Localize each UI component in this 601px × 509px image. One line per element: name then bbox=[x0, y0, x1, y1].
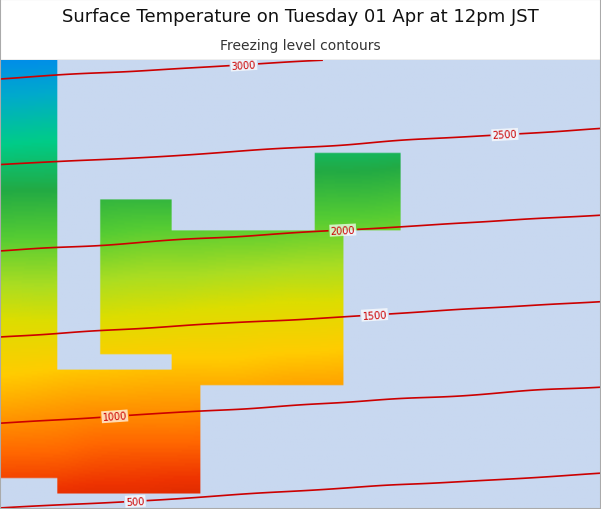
Text: Surface Temperature on Tuesday 01 Apr at 12pm JST: Surface Temperature on Tuesday 01 Apr at… bbox=[62, 8, 539, 26]
Text: 2000: 2000 bbox=[331, 225, 355, 236]
Text: 3000: 3000 bbox=[231, 60, 257, 71]
Text: 500: 500 bbox=[126, 496, 145, 507]
Text: 1500: 1500 bbox=[362, 309, 387, 321]
Text: 2500: 2500 bbox=[492, 130, 517, 141]
Text: Freezing level contours: Freezing level contours bbox=[220, 39, 381, 53]
Text: 1000: 1000 bbox=[102, 411, 127, 422]
